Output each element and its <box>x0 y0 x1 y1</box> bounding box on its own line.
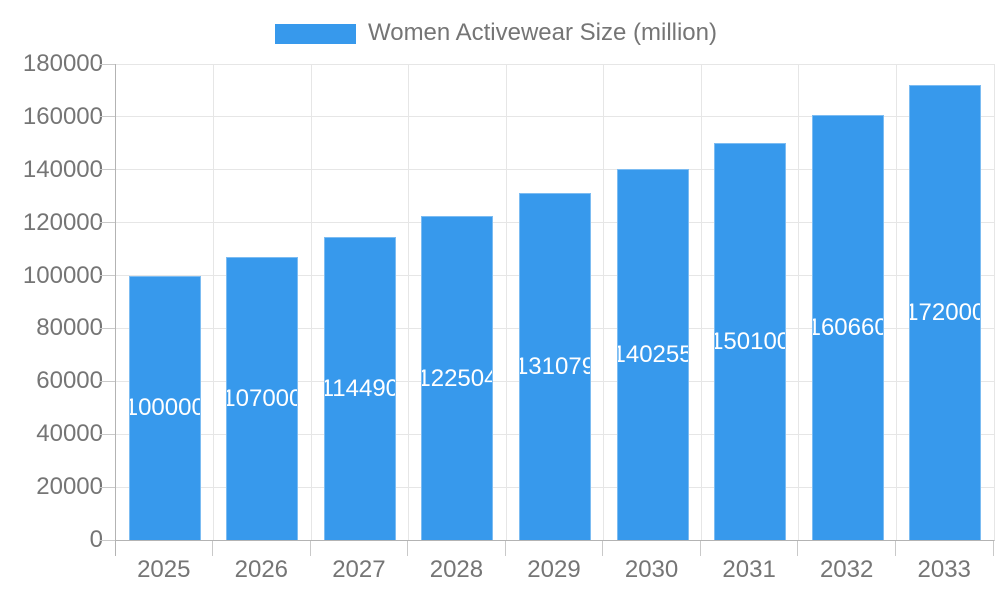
bar-value-label: 122504 <box>422 364 492 392</box>
gridline-horizontal <box>116 169 994 171</box>
bar-2025[interactable]: 100000 <box>128 275 201 540</box>
y-axis-tick <box>100 327 115 329</box>
legend-swatch[interactable] <box>275 24 356 44</box>
y-axis-label: 180000 <box>22 50 103 77</box>
y-axis-label: 0 <box>89 526 103 553</box>
legend-label[interactable]: Women Activewear Size (million) <box>368 19 717 46</box>
y-axis-label: 120000 <box>22 208 103 236</box>
bar-2030[interactable]: 140255 <box>616 169 689 540</box>
x-axis-tick <box>309 541 311 556</box>
x-axis-label-2027: 2027 <box>332 556 386 583</box>
y-axis-tick <box>100 486 115 488</box>
bar-value-label: 160660 <box>813 314 883 342</box>
x-axis-tick <box>992 541 994 556</box>
y-axis-label: 100000 <box>22 261 103 289</box>
y-axis-tick <box>100 63 115 65</box>
gridline-vertical <box>213 64 215 540</box>
y-axis-tick <box>100 275 115 277</box>
bar-2028[interactable]: 122504 <box>421 216 494 540</box>
y-axis-tick <box>100 539 115 541</box>
x-axis-tick <box>797 541 799 556</box>
x-axis-label-2031: 2031 <box>722 556 776 583</box>
x-axis-label-2025: 2025 <box>137 556 191 583</box>
y-axis-label: 20000 <box>36 473 103 501</box>
y-axis-label: 60000 <box>36 367 103 395</box>
y-axis-label: 80000 <box>36 314 103 342</box>
y-axis-label: 140000 <box>22 155 103 183</box>
gridline-vertical <box>505 64 507 540</box>
x-axis-label-2032: 2032 <box>819 556 874 583</box>
gridline-vertical <box>310 64 312 540</box>
gridline-vertical <box>895 64 897 540</box>
gridline-vertical <box>408 64 410 540</box>
bar-2033[interactable]: 172000 <box>909 85 982 540</box>
y-axis-label: 40000 <box>36 420 103 448</box>
bar-value-label: 131079 <box>520 353 590 381</box>
plot-area: 100000 107000 114490 122504 131079 140255 1501… <box>115 63 995 541</box>
bar-value-label: 100000 <box>130 394 200 422</box>
bar-value-label: 114490 <box>323 375 396 403</box>
x-axis-label-2028: 2028 <box>429 556 484 583</box>
bar-2031[interactable]: 150100 <box>714 143 787 540</box>
x-axis-label-2030: 2030 <box>624 556 679 583</box>
x-axis-label-2026: 2026 <box>234 556 289 583</box>
bar-value-label: 107000 <box>227 385 297 413</box>
x-axis-tick <box>114 541 116 556</box>
x-axis-tick <box>407 541 409 556</box>
legend[interactable]: Women Activewear Size (million) <box>275 19 717 47</box>
x-axis-tick <box>602 541 604 556</box>
bar-value-label: 140255 <box>618 341 688 369</box>
y-axis-tick <box>100 169 115 171</box>
y-axis-tick <box>100 222 115 224</box>
x-axis-label-2029: 2029 <box>527 556 581 583</box>
bar-2026[interactable]: 107000 <box>226 257 299 540</box>
gridline-vertical <box>700 64 702 540</box>
bar-2029[interactable]: 131079 <box>519 193 591 540</box>
bar-2027[interactable]: 114490 <box>323 237 396 540</box>
gridline-vertical <box>798 64 800 540</box>
y-axis-tick <box>100 433 115 435</box>
bar-value-label: 150100 <box>715 328 785 356</box>
x-axis-tick <box>212 541 214 556</box>
y-axis-tick <box>100 116 115 118</box>
x-axis-tick <box>894 541 896 556</box>
x-axis-tick <box>699 541 701 556</box>
gridline-horizontal <box>116 116 994 118</box>
bar-2032[interactable]: 160660 <box>811 115 884 540</box>
y-axis-tick <box>100 380 115 382</box>
x-axis-label-2033: 2033 <box>917 556 971 583</box>
y-axis-label: 160000 <box>22 102 103 130</box>
gridline-horizontal <box>116 63 994 65</box>
bar-value-label: 172000 <box>910 299 980 327</box>
gridline-vertical <box>603 64 605 540</box>
x-axis-tick <box>504 541 506 556</box>
